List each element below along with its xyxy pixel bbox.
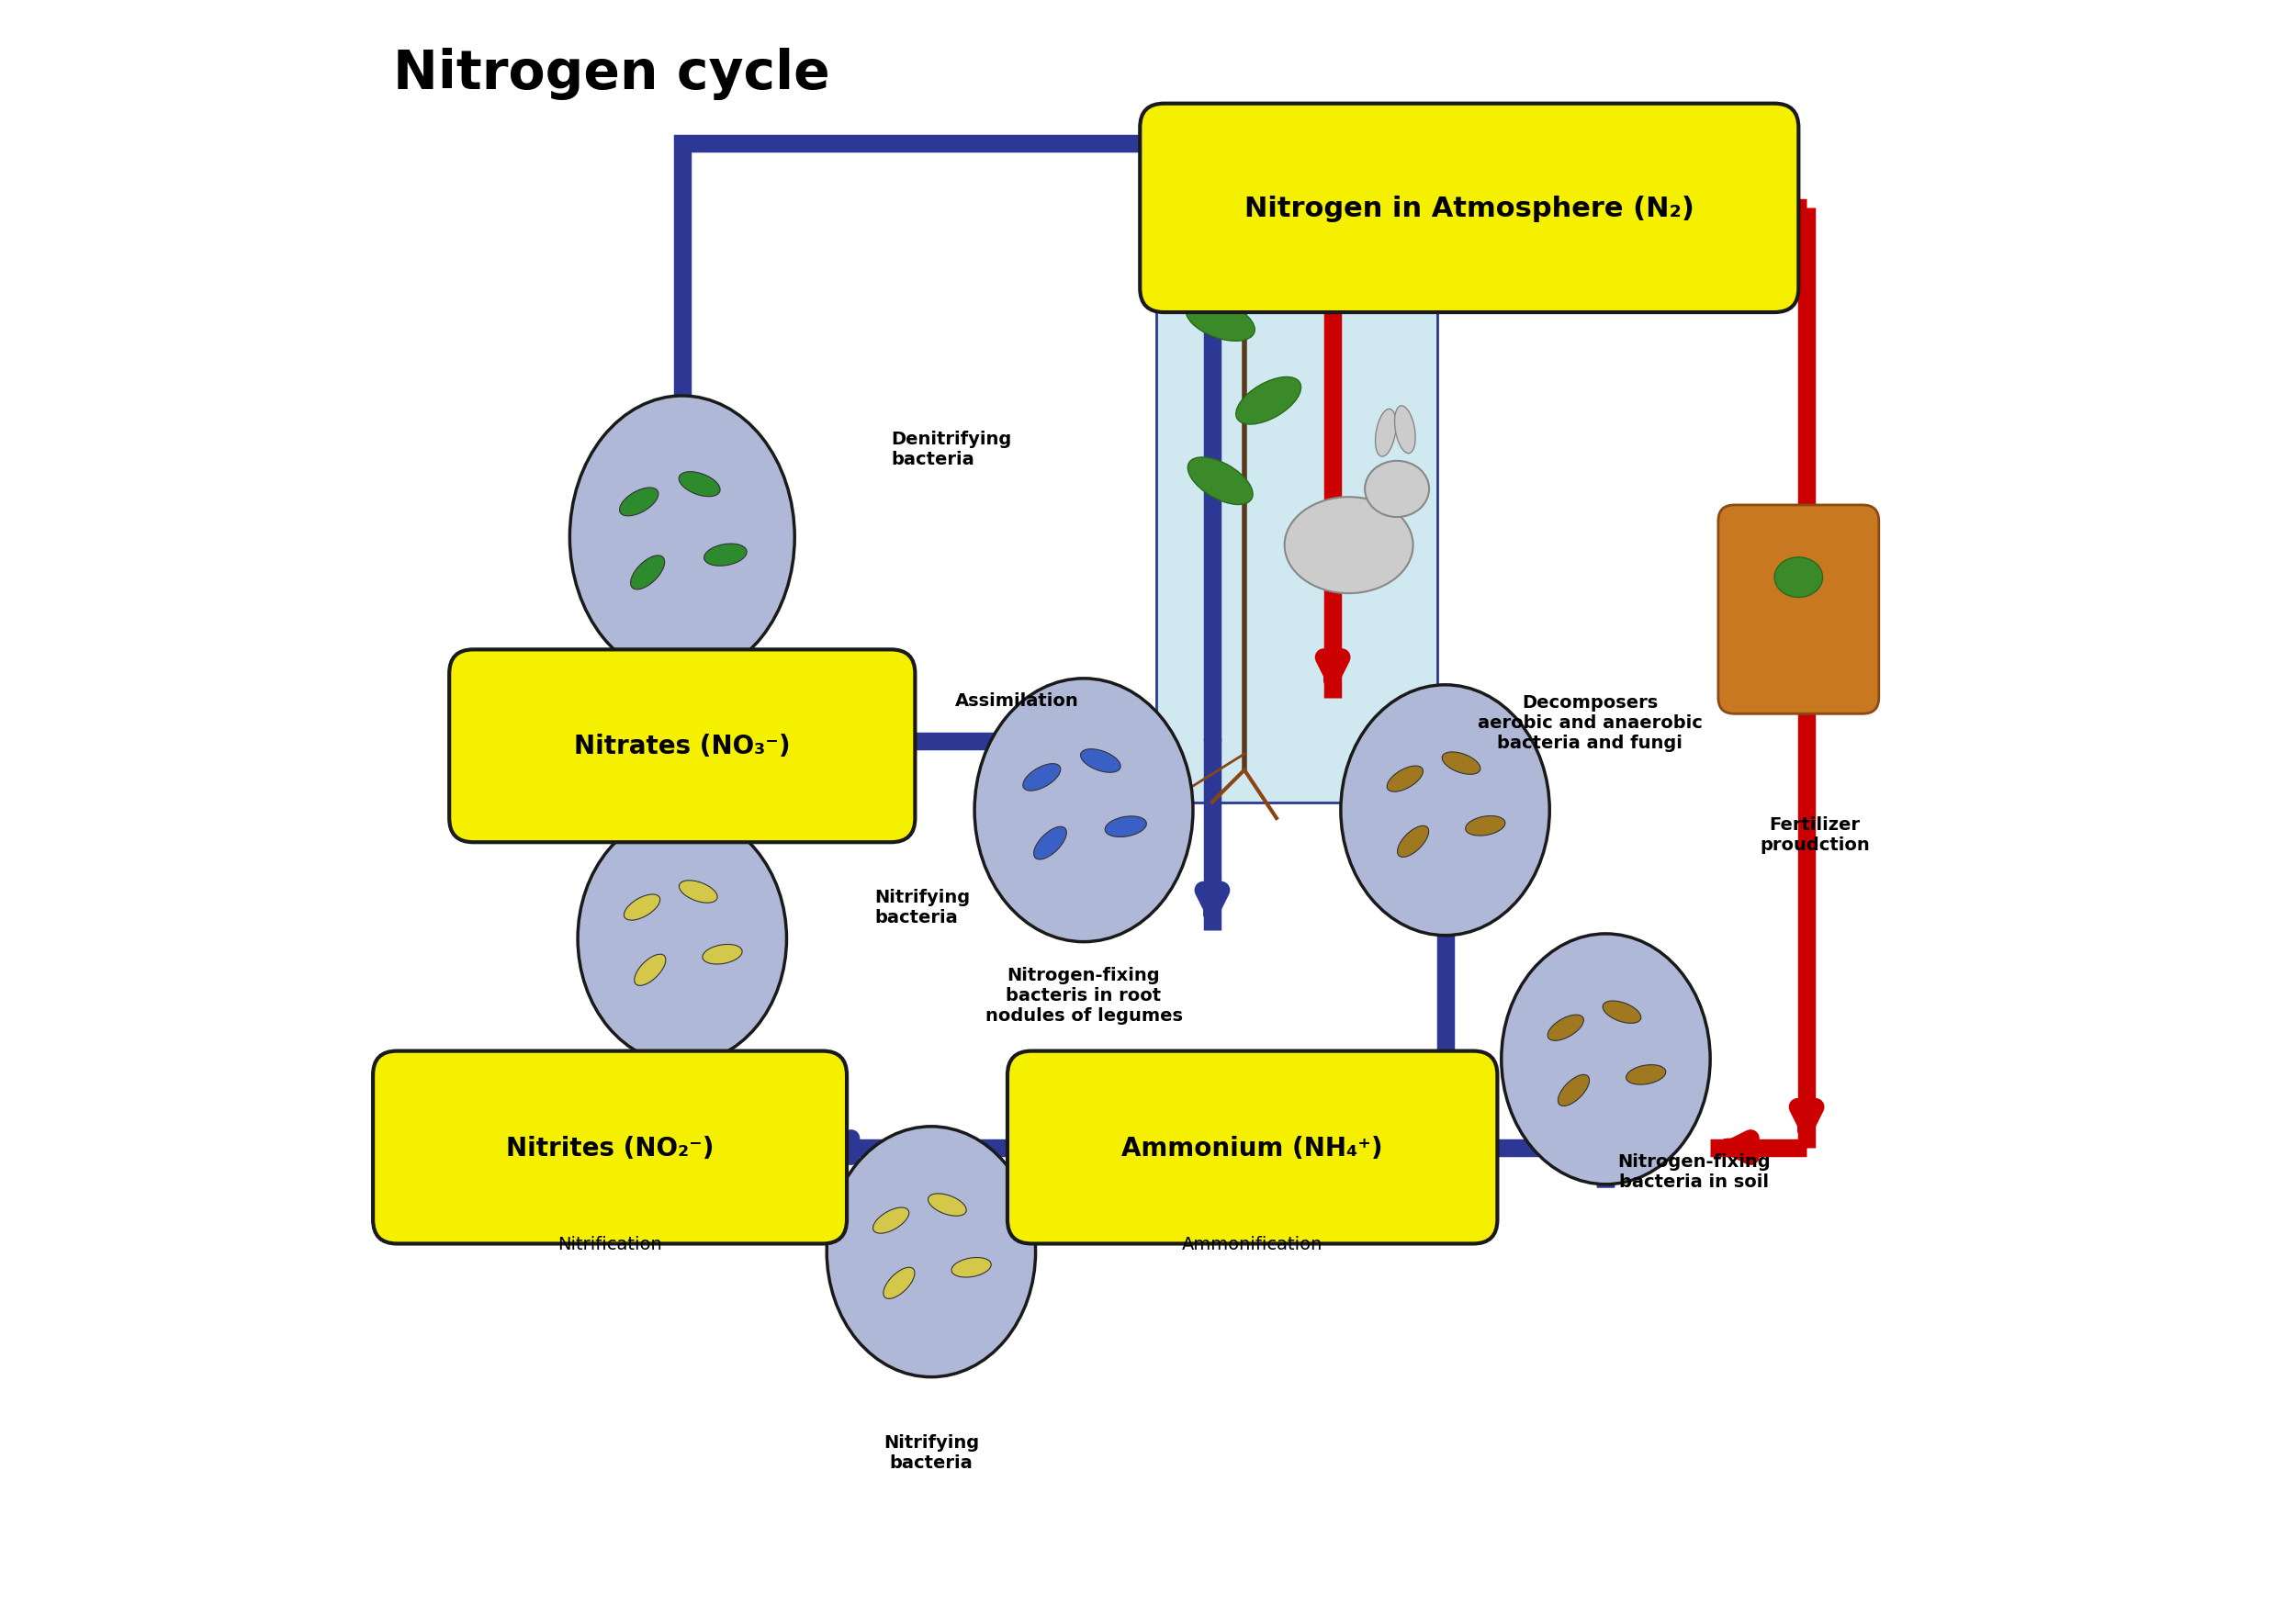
Ellipse shape	[1603, 1002, 1642, 1024]
Text: Ammonium (NH₄⁺): Ammonium (NH₄⁺)	[1123, 1135, 1382, 1160]
Ellipse shape	[1364, 462, 1428, 518]
Ellipse shape	[1387, 766, 1424, 793]
Ellipse shape	[974, 679, 1194, 942]
Text: Nitrates (NO₃⁻): Nitrates (NO₃⁻)	[574, 733, 790, 759]
Ellipse shape	[1442, 753, 1481, 775]
Ellipse shape	[1775, 557, 1823, 599]
Ellipse shape	[1185, 300, 1256, 342]
Text: Fertilizer
proudction: Fertilizer proudction	[1759, 815, 1869, 854]
Ellipse shape	[1626, 1066, 1667, 1085]
Text: Nitrogen-fixing
bacteria in soil: Nitrogen-fixing bacteria in soil	[1619, 1152, 1770, 1191]
FancyBboxPatch shape	[450, 650, 916, 843]
Ellipse shape	[1548, 1014, 1584, 1042]
Ellipse shape	[1033, 827, 1068, 860]
Text: Nitrification: Nitrification	[558, 1236, 661, 1252]
Ellipse shape	[1559, 1075, 1589, 1106]
Ellipse shape	[1104, 817, 1146, 838]
Ellipse shape	[703, 945, 742, 965]
Text: Nitrifying
bacteria: Nitrifying bacteria	[884, 1433, 978, 1472]
Text: Nitrogen-fixing
bacteris in root
nodules of legumes: Nitrogen-fixing bacteris in root nodules…	[985, 966, 1182, 1024]
Ellipse shape	[625, 894, 659, 921]
Ellipse shape	[1398, 827, 1428, 857]
Text: Assimilation: Assimilation	[955, 692, 1079, 709]
Ellipse shape	[620, 488, 659, 517]
Ellipse shape	[1283, 498, 1412, 594]
Ellipse shape	[1341, 685, 1550, 936]
Ellipse shape	[1394, 406, 1414, 454]
FancyBboxPatch shape	[1141, 104, 1798, 313]
Ellipse shape	[705, 544, 746, 567]
Ellipse shape	[872, 1207, 909, 1234]
Ellipse shape	[680, 472, 721, 498]
FancyBboxPatch shape	[372, 1051, 847, 1244]
Ellipse shape	[1375, 409, 1396, 457]
Ellipse shape	[1465, 817, 1506, 836]
Ellipse shape	[1235, 377, 1302, 425]
Ellipse shape	[569, 396, 794, 679]
Ellipse shape	[634, 955, 666, 985]
Text: Nitrifying
bacteria: Nitrifying bacteria	[875, 888, 971, 926]
Ellipse shape	[579, 814, 788, 1064]
Ellipse shape	[1024, 764, 1061, 791]
Ellipse shape	[951, 1258, 992, 1278]
Ellipse shape	[1081, 750, 1120, 774]
FancyBboxPatch shape	[1717, 506, 1878, 714]
Text: Nitrogen cycle: Nitrogen cycle	[393, 48, 829, 101]
Text: Ammonification: Ammonification	[1182, 1236, 1322, 1252]
Ellipse shape	[1502, 934, 1711, 1184]
Ellipse shape	[884, 1268, 914, 1298]
Text: Decomposers
aerobic and anaerobic
bacteria and fungi: Decomposers aerobic and anaerobic bacter…	[1476, 693, 1701, 751]
Text: Nitrogen in Atmosphere (N₂): Nitrogen in Atmosphere (N₂)	[1244, 196, 1694, 221]
Ellipse shape	[631, 555, 664, 591]
Ellipse shape	[827, 1127, 1035, 1377]
Text: Nitrites (NO₂⁻): Nitrites (NO₂⁻)	[505, 1135, 714, 1160]
Ellipse shape	[928, 1194, 967, 1217]
Ellipse shape	[1187, 457, 1254, 506]
Ellipse shape	[680, 881, 716, 904]
FancyBboxPatch shape	[1008, 1051, 1497, 1244]
Text: Denitrifying
bacteria: Denitrifying bacteria	[891, 430, 1013, 469]
FancyBboxPatch shape	[1155, 209, 1437, 802]
